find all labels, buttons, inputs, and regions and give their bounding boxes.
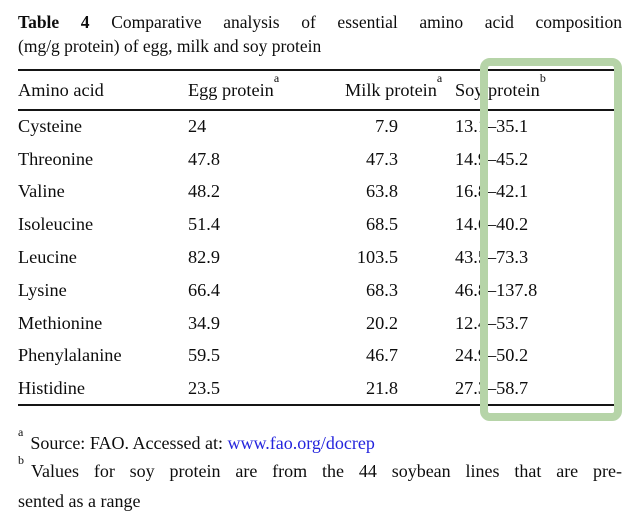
cell-soy: 13.1–35.1 xyxy=(455,116,529,137)
footnote-marker-a-icon: a xyxy=(436,71,443,86)
table-row: Isoleucine 51.4 68.5 14.6–40.2 xyxy=(18,208,622,241)
cell-milk: 20.2 xyxy=(366,312,398,333)
table-row: Valine 48.2 63.8 16.8–42.1 xyxy=(18,176,622,209)
cell-amino-acid: Lysine xyxy=(18,279,67,300)
footnote-marker-b-icon: b xyxy=(539,71,546,86)
footnote-b-line2: sented as a range xyxy=(18,491,141,511)
cell-soy: 12.4–53.7 xyxy=(455,312,529,333)
header-row: Amino acid Egg proteina Milk proteina So… xyxy=(18,70,622,110)
cell-milk: 21.8 xyxy=(366,377,398,398)
cell-amino-acid: Cysteine xyxy=(18,116,82,137)
amino-acid-table: Amino acid Egg proteina Milk proteina So… xyxy=(18,69,622,407)
cell-soy: 27.3–58.7 xyxy=(455,377,529,398)
fao-link[interactable]: www.fao.org/docrep xyxy=(227,433,375,453)
cell-soy: 14.6–40.2 xyxy=(455,214,529,235)
col-header-soy-protein: Soy proteinb xyxy=(455,71,546,100)
table-row: Histidine 23.5 21.8 27.3–58.7 xyxy=(18,372,622,405)
footnote-b-marker: b xyxy=(18,453,24,467)
footnote-b-text: Values for soy protein are from the 44 s… xyxy=(31,461,622,481)
caption-line1: Table 4 Comparative analysis of essentia… xyxy=(18,10,622,34)
cell-milk: 103.5 xyxy=(356,247,398,268)
cell-milk: 46.7 xyxy=(366,345,398,366)
col-header-milk-protein: Milk proteina xyxy=(345,71,443,100)
footnote-a: a Source: FAO. Accessed at: www.fao.org/d… xyxy=(18,426,622,455)
cell-egg: 82.9 xyxy=(188,247,220,268)
cell-soy: 24.9–50.2 xyxy=(455,345,529,366)
footnote-b-line1: b Values for soy protein are from the 44 … xyxy=(18,453,622,486)
cell-soy: 46.8–137.8 xyxy=(455,279,538,300)
cell-egg: 66.4 xyxy=(188,279,220,300)
cell-milk: 47.3 xyxy=(366,148,398,169)
cell-amino-acid: Leucine xyxy=(18,247,77,268)
cell-soy: 43.5–73.3 xyxy=(455,247,529,268)
caption-line2: (mg/g protein) of egg, milk and soy prot… xyxy=(18,36,322,56)
col-header-amino-acid: Amino acid xyxy=(18,79,104,100)
table-label: Table 4 xyxy=(18,12,90,32)
cell-egg: 59.5 xyxy=(188,345,220,366)
cell-egg: 47.8 xyxy=(188,148,220,169)
cell-milk: 63.8 xyxy=(366,181,398,202)
cell-milk: 68.5 xyxy=(366,214,398,235)
footnote-a-text: Source: FAO. Accessed at: xyxy=(30,433,223,453)
table-row: Phenylalanine 59.5 46.7 24.9–50.2 xyxy=(18,340,622,373)
table-row: Threonine 47.8 47.3 14.9–45.2 xyxy=(18,143,622,176)
cell-milk: 68.3 xyxy=(366,279,398,300)
cell-amino-acid: Methionine xyxy=(18,312,103,333)
cell-soy: 14.9–45.2 xyxy=(455,148,529,169)
footnote-a-marker: a xyxy=(18,425,24,439)
cell-egg: 48.2 xyxy=(188,181,220,202)
cell-milk: 7.9 xyxy=(375,116,398,137)
col-header-egg-protein: Egg proteina xyxy=(188,71,280,100)
footnote-b: b Values for soy protein are from the 44 … xyxy=(18,453,622,516)
cell-egg: 23.5 xyxy=(188,377,220,398)
cell-egg: 34.9 xyxy=(188,312,220,333)
cell-soy: 16.8–42.1 xyxy=(455,181,529,202)
table-row: Lysine 66.4 68.3 46.8–137.8 xyxy=(18,274,622,307)
cell-amino-acid: Threonine xyxy=(18,148,94,169)
cell-amino-acid: Valine xyxy=(18,181,65,202)
cell-egg: 24 xyxy=(188,116,207,137)
cell-amino-acid: Phenylalanine xyxy=(18,345,122,366)
table-row: Cysteine 24 7.9 13.1–35.1 xyxy=(18,110,622,143)
cell-amino-acid: Histidine xyxy=(18,377,86,398)
caption-text: Comparative analysis of essential amino … xyxy=(111,12,622,32)
footnote-marker-a-icon: a xyxy=(273,71,280,86)
table-row: Leucine 82.9 103.5 43.5–73.3 xyxy=(18,241,622,274)
table-row: Methionine 34.9 20.2 12.4–53.7 xyxy=(18,307,622,340)
table-caption: Table 4 Comparative analysis of essentia… xyxy=(18,10,622,58)
cell-egg: 51.4 xyxy=(188,214,220,235)
cell-amino-acid: Isoleucine xyxy=(18,214,94,235)
